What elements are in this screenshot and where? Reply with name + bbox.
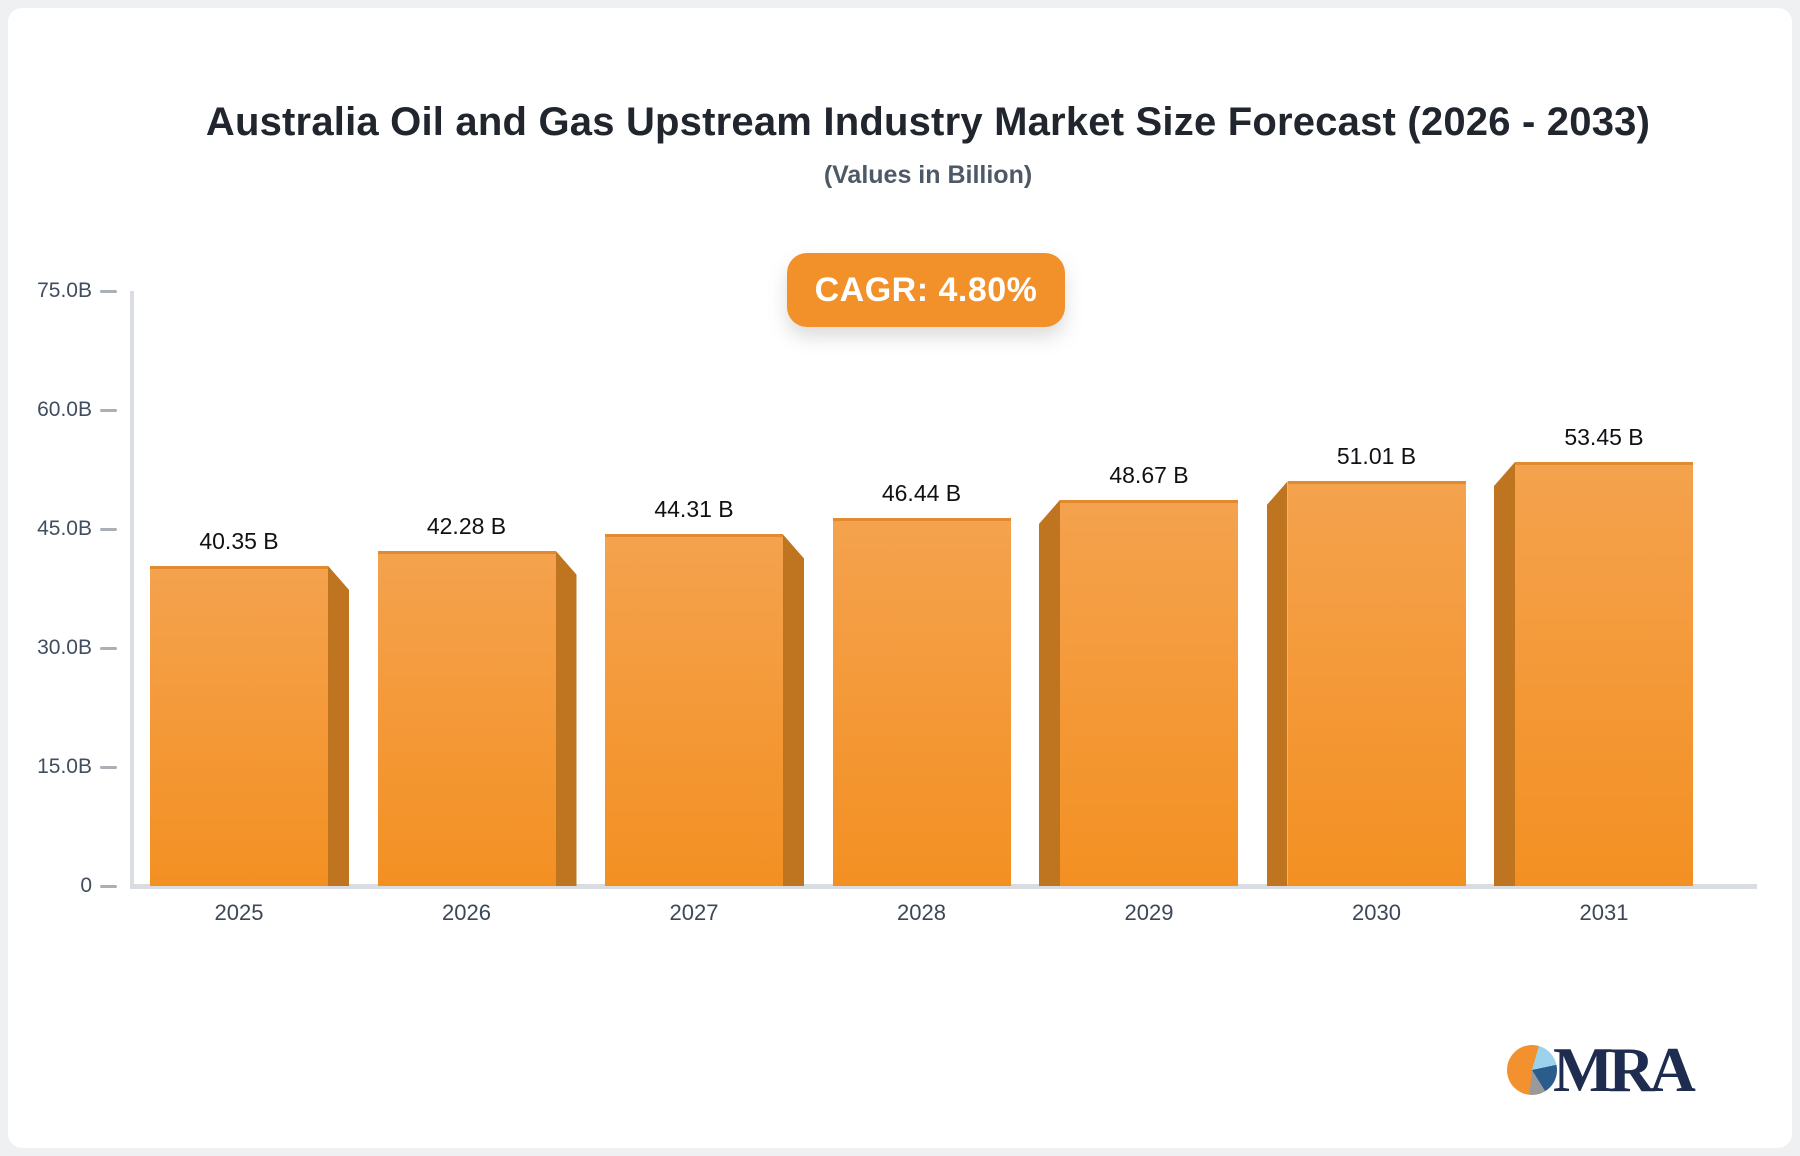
x-axis-category-label: 2031: [1579, 900, 1629, 925]
logo[interactable]: MRA: [1507, 1034, 1696, 1105]
bar-2027[interactable]: [605, 534, 783, 886]
bar-3d-side: [1039, 499, 1060, 886]
bar-value-label: 46.44 B: [881, 479, 962, 506]
bar-3d-side: [1266, 481, 1288, 886]
bar-value-label: 42.28 B: [426, 512, 507, 539]
x-axis-line: [130, 884, 1757, 889]
y-axis-tick: [100, 647, 117, 650]
y-axis-tick-label: 75.0B: [37, 279, 92, 302]
y-axis-tick-label: 30.0B: [37, 636, 92, 659]
bar-3d-side: [783, 534, 804, 886]
bar-3d-side: [1494, 461, 1515, 886]
y-axis-tick-label: 45.0B: [37, 517, 92, 540]
bar-value-label: 48.67 B: [1109, 461, 1189, 488]
x-axis-category-label: 2026: [442, 900, 491, 925]
x-axis-category-label: 2025: [214, 900, 264, 925]
y-axis-tick-label: 15.0B: [37, 755, 92, 778]
bar-chart-plot-area: 75.0B 60.0B 45.0B 30.0B 15.0B 0 40.35 B 2025 42.…: [8, 8, 1792, 1148]
y-axis-tick: [100, 528, 117, 531]
bar-value-label: 44.31 B: [654, 496, 734, 523]
chart-header: Australia Oil and Gas Upstream Industry …: [48, 8, 1792, 190]
bar-2031[interactable]: [1515, 461, 1693, 886]
bar-value-label: 51.01 B: [1336, 443, 1417, 470]
y-axis-line: [130, 291, 134, 888]
bar-2025[interactable]: [150, 565, 328, 886]
chart-card: Australia Oil and Gas Upstream Industry …: [8, 8, 1792, 1148]
chart-title: Australia Oil and Gas Upstream Industry …: [205, 100, 1651, 144]
cagr-badge: CAGR: 4.80%: [787, 253, 1065, 327]
y-axis-tick: [100, 885, 117, 888]
bar-2026[interactable]: [377, 550, 556, 886]
x-axis-category-label: 2030: [1352, 900, 1401, 925]
chart-subtitle: (Values in Billion): [823, 161, 1033, 189]
y-axis-tick: [100, 766, 117, 769]
y-axis-tick-label: 0: [80, 874, 92, 897]
logo-text: MRA: [1553, 1034, 1696, 1105]
y-axis-tick-label: 60.0B: [37, 398, 92, 421]
pie-chart-logo-icon: [1507, 1045, 1557, 1095]
y-axis-tick: [100, 409, 117, 412]
bar-value-label: 53.45 B: [1564, 423, 1644, 450]
x-axis-category-label: 2029: [1124, 900, 1174, 925]
bar-2029[interactable]: [1060, 499, 1238, 886]
y-axis-tick: [100, 290, 117, 293]
x-axis-category-label: 2028: [897, 900, 946, 925]
x-axis-category-label: 2027: [669, 900, 719, 925]
bar-3d-side: [328, 565, 349, 886]
bar-2028[interactable]: [832, 517, 1011, 886]
bar-value-label: 40.35 B: [199, 527, 279, 554]
bar-2030[interactable]: [1287, 481, 1466, 886]
bar-3d-side: [555, 550, 577, 886]
